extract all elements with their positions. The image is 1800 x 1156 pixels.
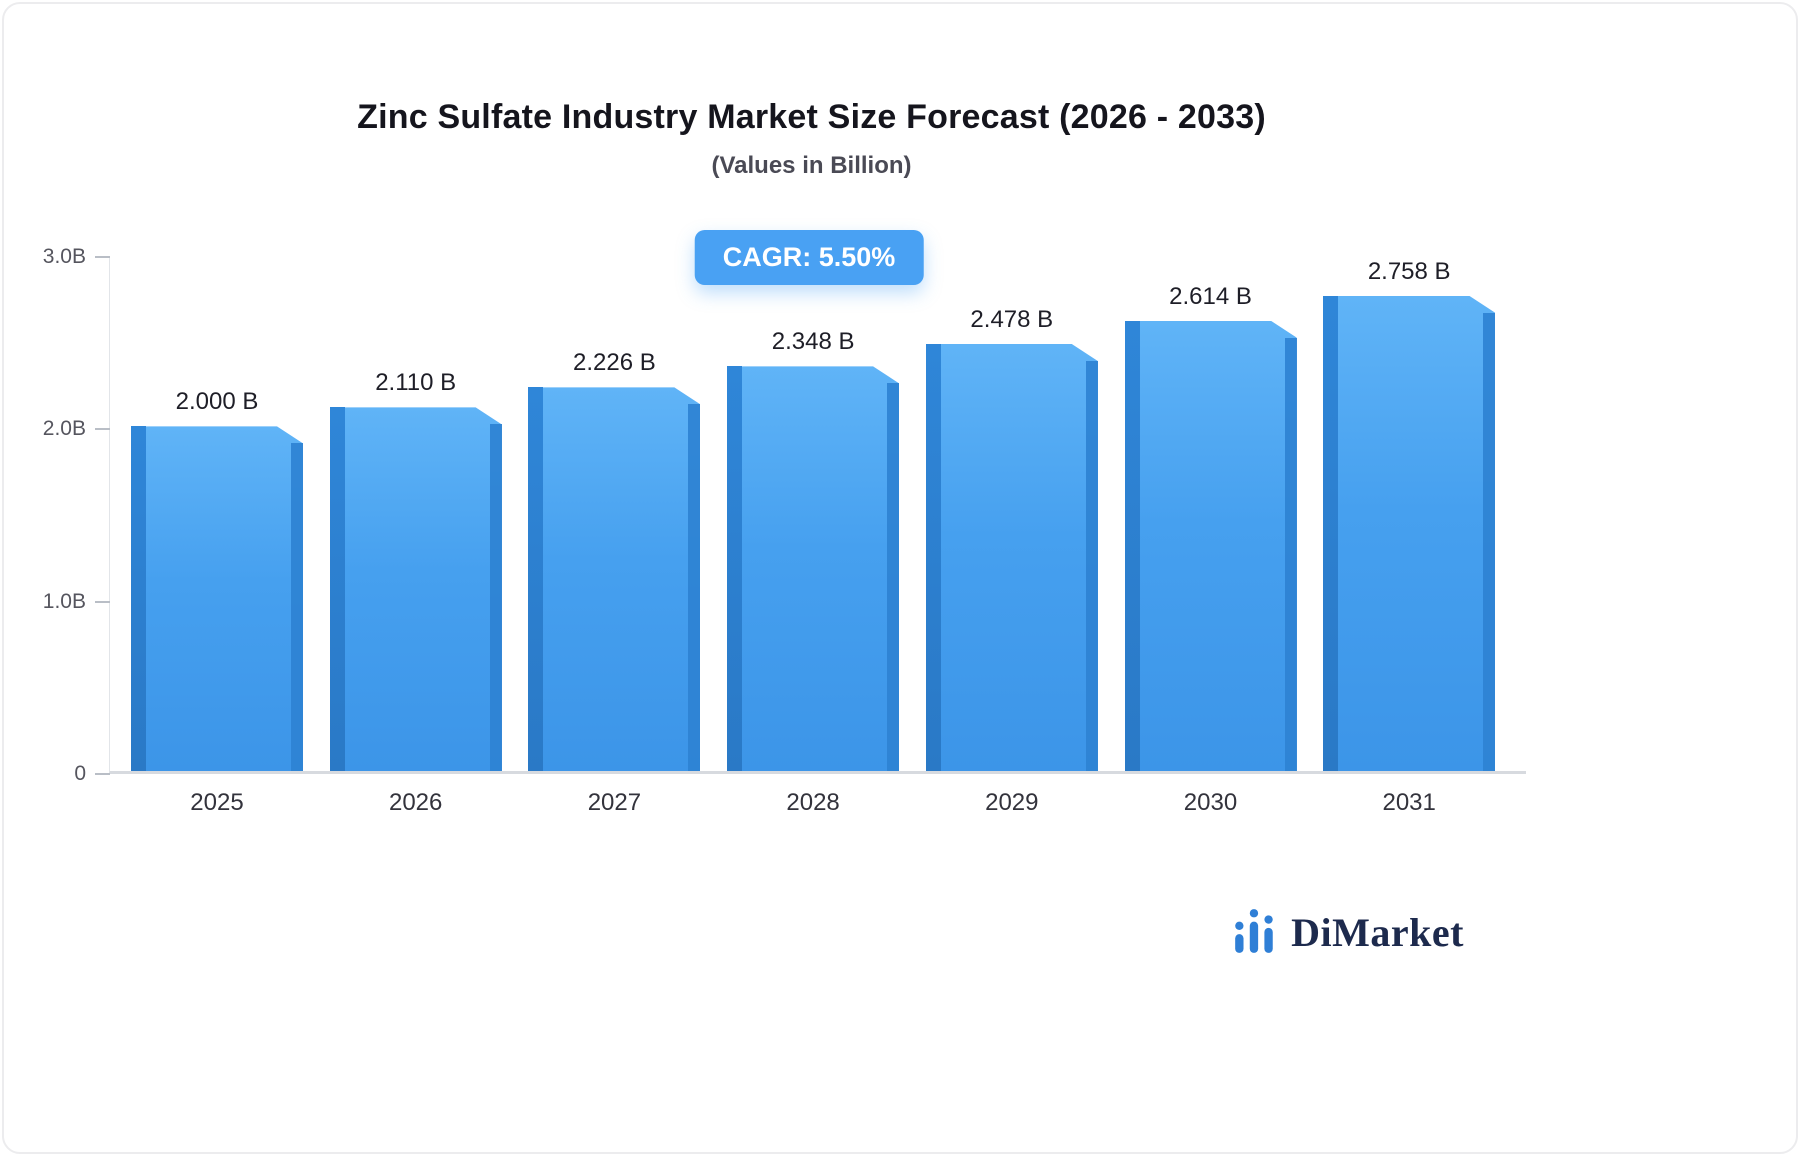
bar-chart: 0 1.0B 2.0B 3.0B 2.000 B 2025 2.110 B 2026 2.226…: [43, 245, 1526, 816]
bar-value-label: 2.614 B: [1169, 282, 1252, 310]
bar-value-label: 2.348 B: [771, 328, 855, 356]
bar: 2.110 B: [329, 369, 502, 771]
bar-side-shade: [1124, 320, 1140, 771]
bar-value-label: 2.758 B: [1367, 257, 1451, 285]
bar-edge-shade: [489, 424, 502, 771]
y-axis-tick-label: 0: [74, 762, 86, 785]
y-axis-tick-label: 2.0B: [42, 417, 86, 441]
bar: 2.226 B: [528, 349, 701, 771]
bar-value-label: 2.000 B: [175, 388, 259, 416]
x-axis-label: 2029: [985, 789, 1039, 816]
bar-edge-shade: [1483, 312, 1496, 771]
bar: 2.000 B: [131, 388, 303, 771]
logo-text: DiMarket: [1291, 910, 1464, 955]
bar-face: [1323, 296, 1495, 771]
bar-face: [330, 407, 502, 771]
bar-face: [727, 366, 899, 771]
bar-edge-shade: [291, 443, 303, 771]
y-axis-tick-mark: [95, 773, 110, 775]
bar-edge-shade: [1085, 360, 1098, 771]
bar-face: [926, 344, 1098, 771]
bar-edge-shade: [1284, 337, 1297, 771]
bar-side-shade: [131, 426, 146, 771]
bar-value-label: 2.478 B: [970, 305, 1054, 333]
x-axis-label: 2030: [1183, 789, 1238, 816]
bar-face: [528, 387, 700, 771]
bar-face: [131, 426, 303, 771]
brand-logo: DiMarket: [1231, 907, 1464, 955]
y-axis-tick-mark: [95, 428, 110, 431]
y-axis-tick-mark: [95, 600, 110, 603]
bar-face: [1125, 321, 1297, 771]
x-axis-label: 2031: [1382, 789, 1436, 816]
bar-side-shade: [329, 407, 345, 771]
bar-side-shade: [727, 366, 743, 771]
bar-side-shade: [528, 387, 544, 771]
bar-edge-shade: [688, 404, 701, 771]
x-axis-label: 2028: [786, 789, 840, 816]
bar: 2.348 B: [727, 328, 900, 771]
chart-subtitle: (Values in Billion): [711, 152, 912, 179]
bar-value-label: 2.226 B: [573, 349, 656, 377]
y-axis-tick-mark: [95, 256, 110, 258]
bar-side-shade: [925, 343, 941, 771]
y-axis-tick-label: 1.0B: [42, 589, 86, 613]
bar-side-shade: [1323, 295, 1339, 771]
bar-chart-icon: [1235, 909, 1273, 953]
cagr-badge: CAGR: 5.50%: [694, 230, 924, 285]
x-axis-label: 2027: [587, 789, 642, 816]
x-axis-label: 2026: [388, 789, 443, 816]
page-title: Zinc Sulfate Industry Market Size Foreca…: [357, 98, 1266, 136]
bar-value-label: 2.110 B: [375, 369, 457, 397]
bar: 2.478 B: [925, 306, 1098, 771]
bar-edge-shade: [887, 383, 900, 771]
x-axis-label: 2025: [190, 789, 244, 816]
y-axis-tick-label: 3.0B: [42, 245, 86, 268]
bar: 2.614 B: [1124, 283, 1297, 771]
bar: 2.758 B: [1323, 258, 1496, 771]
